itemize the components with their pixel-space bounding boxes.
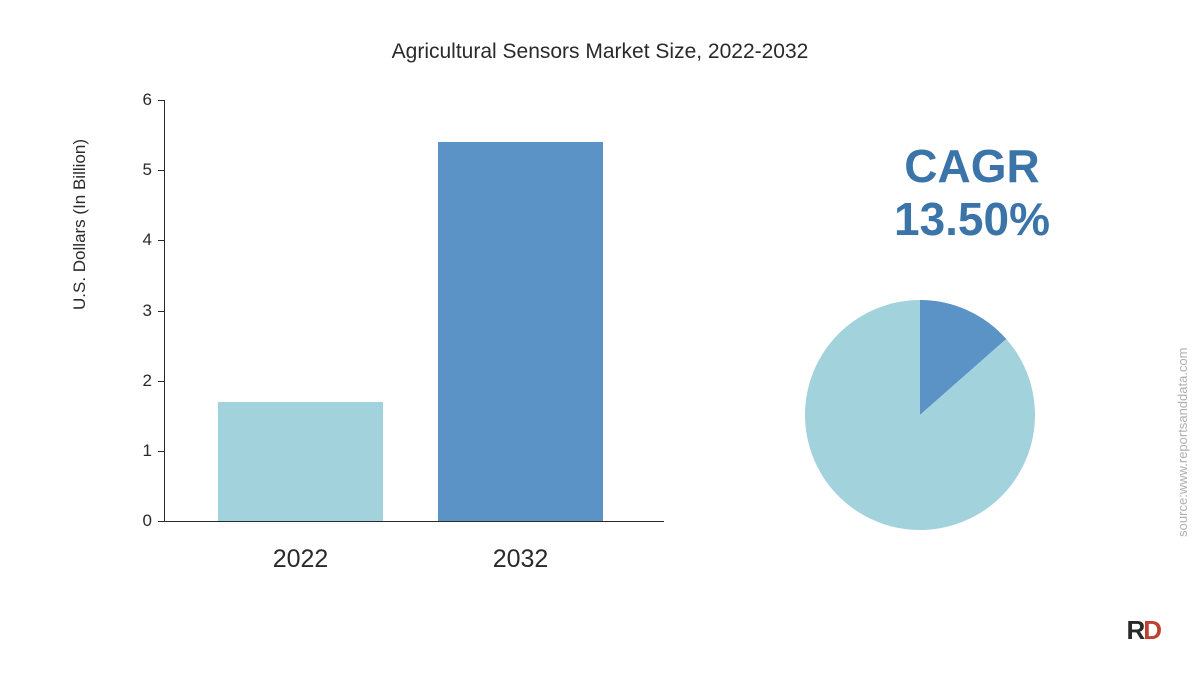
- x-tick-label: 2022: [218, 545, 383, 574]
- logo-d: D: [1143, 615, 1160, 645]
- y-tick-label: 5: [132, 160, 152, 180]
- bar: [218, 402, 383, 521]
- y-axis-label: U.S. Dollars (In Billion): [70, 139, 90, 310]
- pie-chart: [805, 300, 1035, 530]
- y-axis-line: [164, 100, 165, 522]
- x-tick-label: 2032: [438, 545, 603, 574]
- cagr-text: CAGR 13.50%: [894, 140, 1050, 246]
- y-tick-label: 0: [132, 511, 152, 531]
- y-tick-label: 2: [132, 371, 152, 391]
- x-axis-line: [164, 521, 664, 522]
- logo-r: R: [1126, 615, 1143, 645]
- y-tick-label: 1: [132, 441, 152, 461]
- y-tick-label: 3: [132, 301, 152, 321]
- y-tick-label: 4: [132, 230, 152, 250]
- cagr-line2: 13.50%: [894, 193, 1050, 245]
- logo: RD: [1126, 615, 1160, 646]
- cagr-line1: CAGR: [904, 140, 1039, 192]
- chart-title: Agricultural Sensors Market Size, 2022-2…: [0, 40, 1200, 64]
- source-attribution: source:www.reportsanddata.com: [1175, 348, 1190, 537]
- y-tick-label: 6: [132, 90, 152, 110]
- bar: [438, 142, 603, 521]
